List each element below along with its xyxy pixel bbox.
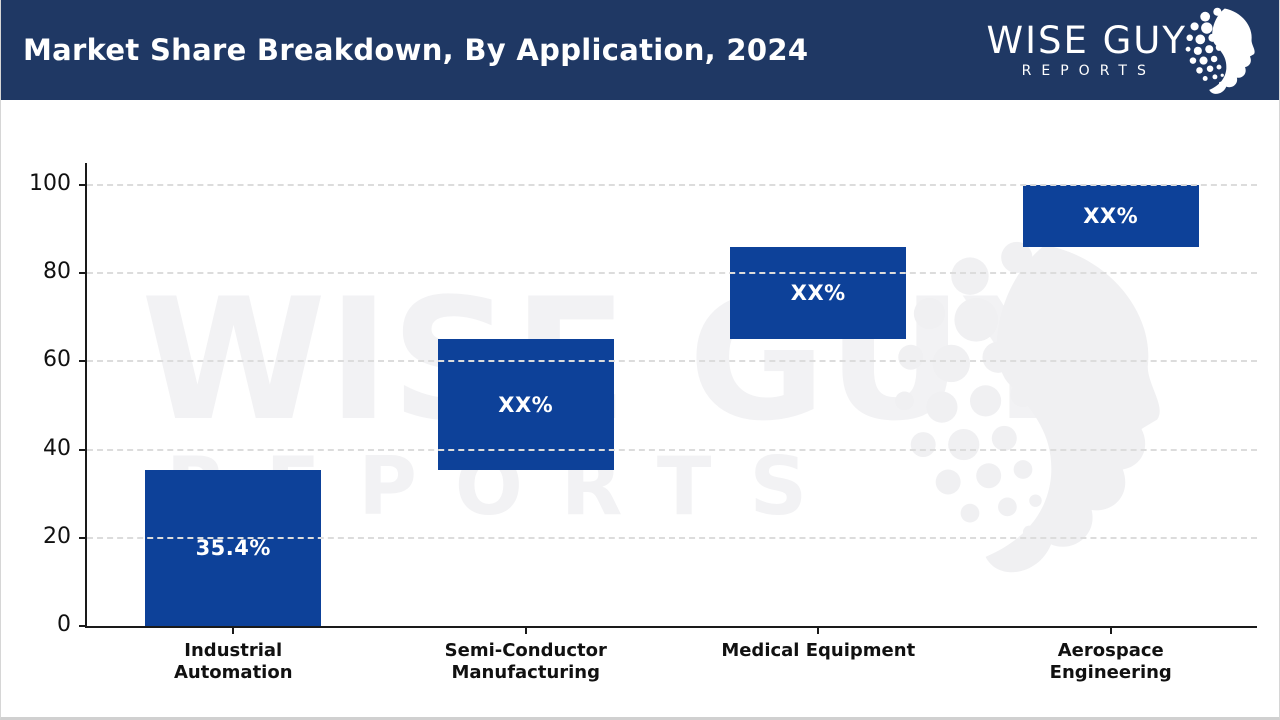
brand-logo: WISE GUY REPORTS [987,2,1261,98]
wise-guy-head-icon [1177,2,1261,98]
bar-value-label: XX% [498,392,554,417]
bar-aerospace-engineering: XX% [1022,185,1199,247]
gridline-y-20 [87,536,1257,539]
y-tick-label-80: 80 [43,259,71,285]
x-category-label: Aerospace Engineering [971,640,1251,684]
x-category-label: Medical Equipment [678,640,958,662]
y-tick-0 [79,625,87,627]
brand-subtitle: REPORTS [1021,62,1156,79]
gridline-y-80 [87,272,1257,275]
page-title: Market Share Breakdown, By Application, … [23,33,809,67]
y-tick-60 [79,360,87,363]
header-bar: Market Share Breakdown, By Application, … [1,0,1279,100]
gridline-y-100 [87,184,1257,186]
x-tick-1 [524,626,527,634]
y-tick-label-20: 20 [43,523,71,549]
y-tick-label-60: 60 [43,347,71,373]
y-axis-line [85,163,87,628]
x-tick-2 [817,626,820,634]
y-tick-20 [79,536,87,539]
y-tick-100 [79,184,87,186]
gridline-y-60 [87,360,1257,363]
bar-industrial-automation: 35.4% [145,469,322,626]
x-tick-0 [232,626,235,634]
y-tick-label-100: 100 [29,171,71,196]
x-tick-3 [1109,626,1112,634]
bar-value-label: XX% [790,281,846,306]
y-tick-80 [79,272,87,275]
x-category-label-line: Automation [173,662,293,683]
bar-value-label: XX% [1083,203,1139,228]
x-category-label-line: Engineering [1049,662,1172,683]
bar-value-label: 35.4% [195,535,271,560]
x-axis-line [85,626,1257,628]
gridline-y-40 [87,448,1257,451]
y-tick-40 [79,448,87,451]
x-category-label-line: Semi-Conductor [444,640,607,661]
brand-name: WISE GUY [986,18,1187,62]
x-category-label-line: Manufacturing [451,662,601,683]
x-category-label: Industrial Automation [93,640,373,684]
x-category-label: Semi-Conductor Manufacturing [386,640,666,684]
x-category-label-line: Industrial [184,640,283,661]
bar-medical-equipment: XX% [730,246,907,340]
brand-logo-text: WISE GUY REPORTS [986,18,1187,79]
x-category-label-line: Aerospace [1057,640,1164,661]
y-tick-label-40: 40 [43,435,71,461]
y-tick-label-0: 0 [57,612,71,637]
x-category-label-line: Medical Equipment [721,640,916,661]
